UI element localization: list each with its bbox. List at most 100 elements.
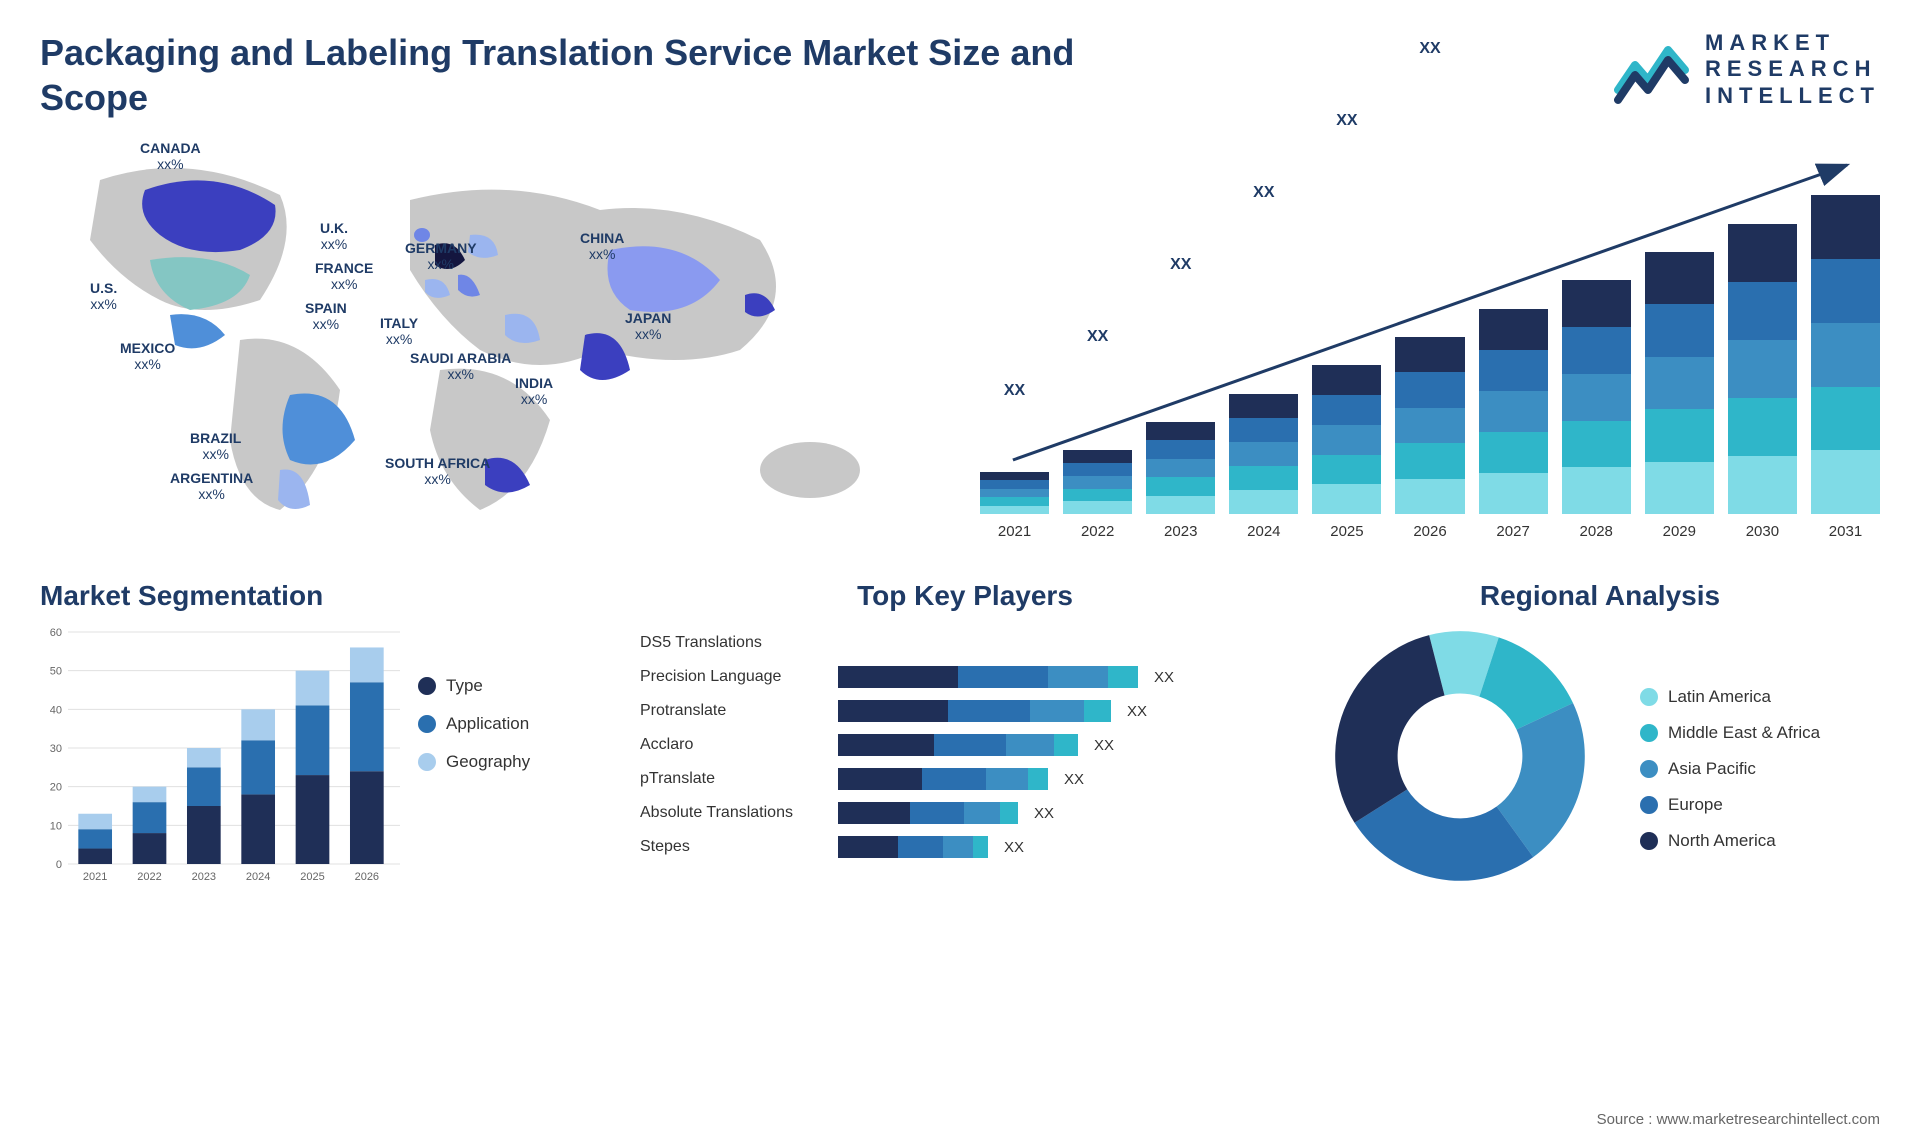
legend-label: Application (446, 714, 529, 734)
kp-label: DS5 Translations (640, 634, 830, 652)
bar-2030 (1728, 224, 1797, 514)
kp-bar (838, 700, 1111, 722)
bar-year-labels: 2021202220232024202520262027202820292030… (980, 523, 1880, 540)
kp-bar (838, 836, 988, 858)
legend-dot (1640, 832, 1658, 850)
legend-dot (418, 715, 436, 733)
map-label-u-s-: U.S.xx% (90, 280, 117, 312)
source-text: Source : www.marketresearchintellect.com (1597, 1111, 1880, 1128)
legend-label: Europe (1668, 795, 1723, 815)
regional-legend: Latin America Middle East & Africa Asia Pa… (1640, 687, 1820, 851)
segmentation-legend: Type Application Geography (418, 676, 530, 891)
regional-panel: Regional Analysis Latin America Middle Ea… (1320, 580, 1880, 910)
svg-text:2024: 2024 (246, 871, 270, 883)
legend-item-asia-pacific: Asia Pacific (1640, 759, 1820, 779)
svg-text:10: 10 (50, 820, 62, 832)
legend-item-application: Application (418, 714, 530, 734)
world-map-panel: CANADAxx%U.S.xx%MEXICOxx%BRAZILxx%ARGENT… (40, 140, 940, 540)
legend-dot (1640, 796, 1658, 814)
legend-label: Latin America (1668, 687, 1771, 707)
map-label-brazil: BRAZILxx% (190, 430, 241, 462)
bar-2026 (1395, 337, 1464, 514)
bottom-row: Market Segmentation 01020304050602021202… (40, 580, 1880, 910)
bars-area (980, 160, 1880, 514)
legend-dot (418, 677, 436, 695)
kp-row: pTranslate XX (640, 762, 1290, 796)
kp-label: Protranslate (640, 702, 830, 720)
bar-2027 (1479, 309, 1548, 514)
legend-dot (1640, 724, 1658, 742)
regional-title: Regional Analysis (1320, 580, 1880, 612)
top-row: CANADAxx%U.S.xx%MEXICOxx%BRAZILxx%ARGENT… (40, 140, 1880, 540)
key-players-title: Top Key Players (640, 580, 1290, 612)
kp-row: Absolute TranslationsXX (640, 796, 1290, 830)
kp-label: Stepes (640, 838, 830, 856)
svg-text:2023: 2023 (192, 871, 216, 883)
map-label-u-k-: U.K.xx% (320, 220, 348, 252)
map-label-india: INDIAxx% (515, 375, 553, 407)
kp-bar (838, 802, 1018, 824)
bar-2021 (980, 472, 1049, 514)
page-title: Packaging and Labeling Translation Servi… (40, 30, 1090, 120)
svg-text:30: 30 (50, 743, 62, 755)
svg-text:20: 20 (50, 782, 62, 794)
legend-label: Type (446, 676, 483, 696)
year-label: 2027 (1479, 523, 1548, 540)
kp-value: XX (1064, 771, 1084, 788)
key-players-rows: DS5 TranslationsPrecision LanguageXXProt… (640, 626, 1290, 864)
legend-item-type: Type (418, 676, 530, 696)
kp-value: XX (1034, 805, 1054, 822)
segmentation-chart: 0102030405060202120222023202420252026 (40, 626, 400, 891)
kp-label: Precision Language (640, 668, 830, 686)
svg-text:60: 60 (50, 627, 62, 639)
key-players-panel: Top Key Players DS5 Translations Precisio… (640, 580, 1290, 910)
svg-text:2026: 2026 (355, 871, 379, 883)
kp-bar (838, 734, 1078, 756)
map-label-mexico: MEXICOxx% (120, 340, 175, 372)
svg-text:2022: 2022 (137, 871, 161, 883)
legend-dot (1640, 688, 1658, 706)
svg-text:50: 50 (50, 666, 62, 678)
legend-label: Asia Pacific (1668, 759, 1756, 779)
kp-row: Precision Language XX (640, 660, 1290, 694)
year-label: 2022 (1063, 523, 1132, 540)
legend-label: North America (1668, 831, 1776, 851)
kp-row: StepesXX (640, 830, 1290, 864)
legend-item-geography: Geography (418, 752, 530, 772)
map-label-spain: SPAINxx% (305, 300, 347, 332)
svg-text:0: 0 (56, 859, 62, 871)
map-label-japan: JAPANxx% (625, 310, 671, 342)
legend-dot (1640, 760, 1658, 778)
kp-value: XX (1127, 703, 1147, 720)
year-label: 2028 (1562, 523, 1631, 540)
year-label: 2031 (1811, 523, 1880, 540)
bar-2028 (1562, 280, 1631, 514)
kp-value: XX (1094, 737, 1114, 754)
year-label: 2025 (1312, 523, 1381, 540)
bar-2029 (1645, 252, 1714, 514)
kp-row: AcclaroXX (640, 728, 1290, 762)
bar-2025 (1312, 365, 1381, 514)
legend-label: Geography (446, 752, 530, 772)
kp-value: XX (1154, 669, 1174, 686)
kp-label: pTranslate (640, 770, 830, 788)
kp-row: Protranslate XX (640, 694, 1290, 728)
svg-text:2025: 2025 (300, 871, 324, 883)
bar-2031 (1811, 195, 1880, 514)
map-label-france: FRANCExx% (315, 260, 373, 292)
map-label-germany: GERMANYxx% (405, 240, 477, 272)
kp-bar (838, 666, 1138, 688)
map-label-canada: CANADAxx% (140, 140, 201, 172)
map-label-south-africa: SOUTH AFRICAxx% (385, 455, 490, 487)
legend-label: Middle East & Africa (1668, 723, 1820, 743)
legend-item-middle-east-africa: Middle East & Africa (1640, 723, 1820, 743)
year-label: 2026 (1395, 523, 1464, 540)
year-label: 2024 (1229, 523, 1298, 540)
legend-item-europe: Europe (1640, 795, 1820, 815)
year-label: 2021 (980, 523, 1049, 540)
legend-item-north-america: North America (1640, 831, 1820, 851)
kp-row: DS5 Translations (640, 626, 1290, 660)
year-label: 2030 (1728, 523, 1797, 540)
year-label: 2023 (1146, 523, 1215, 540)
svg-text:40: 40 (50, 704, 62, 716)
